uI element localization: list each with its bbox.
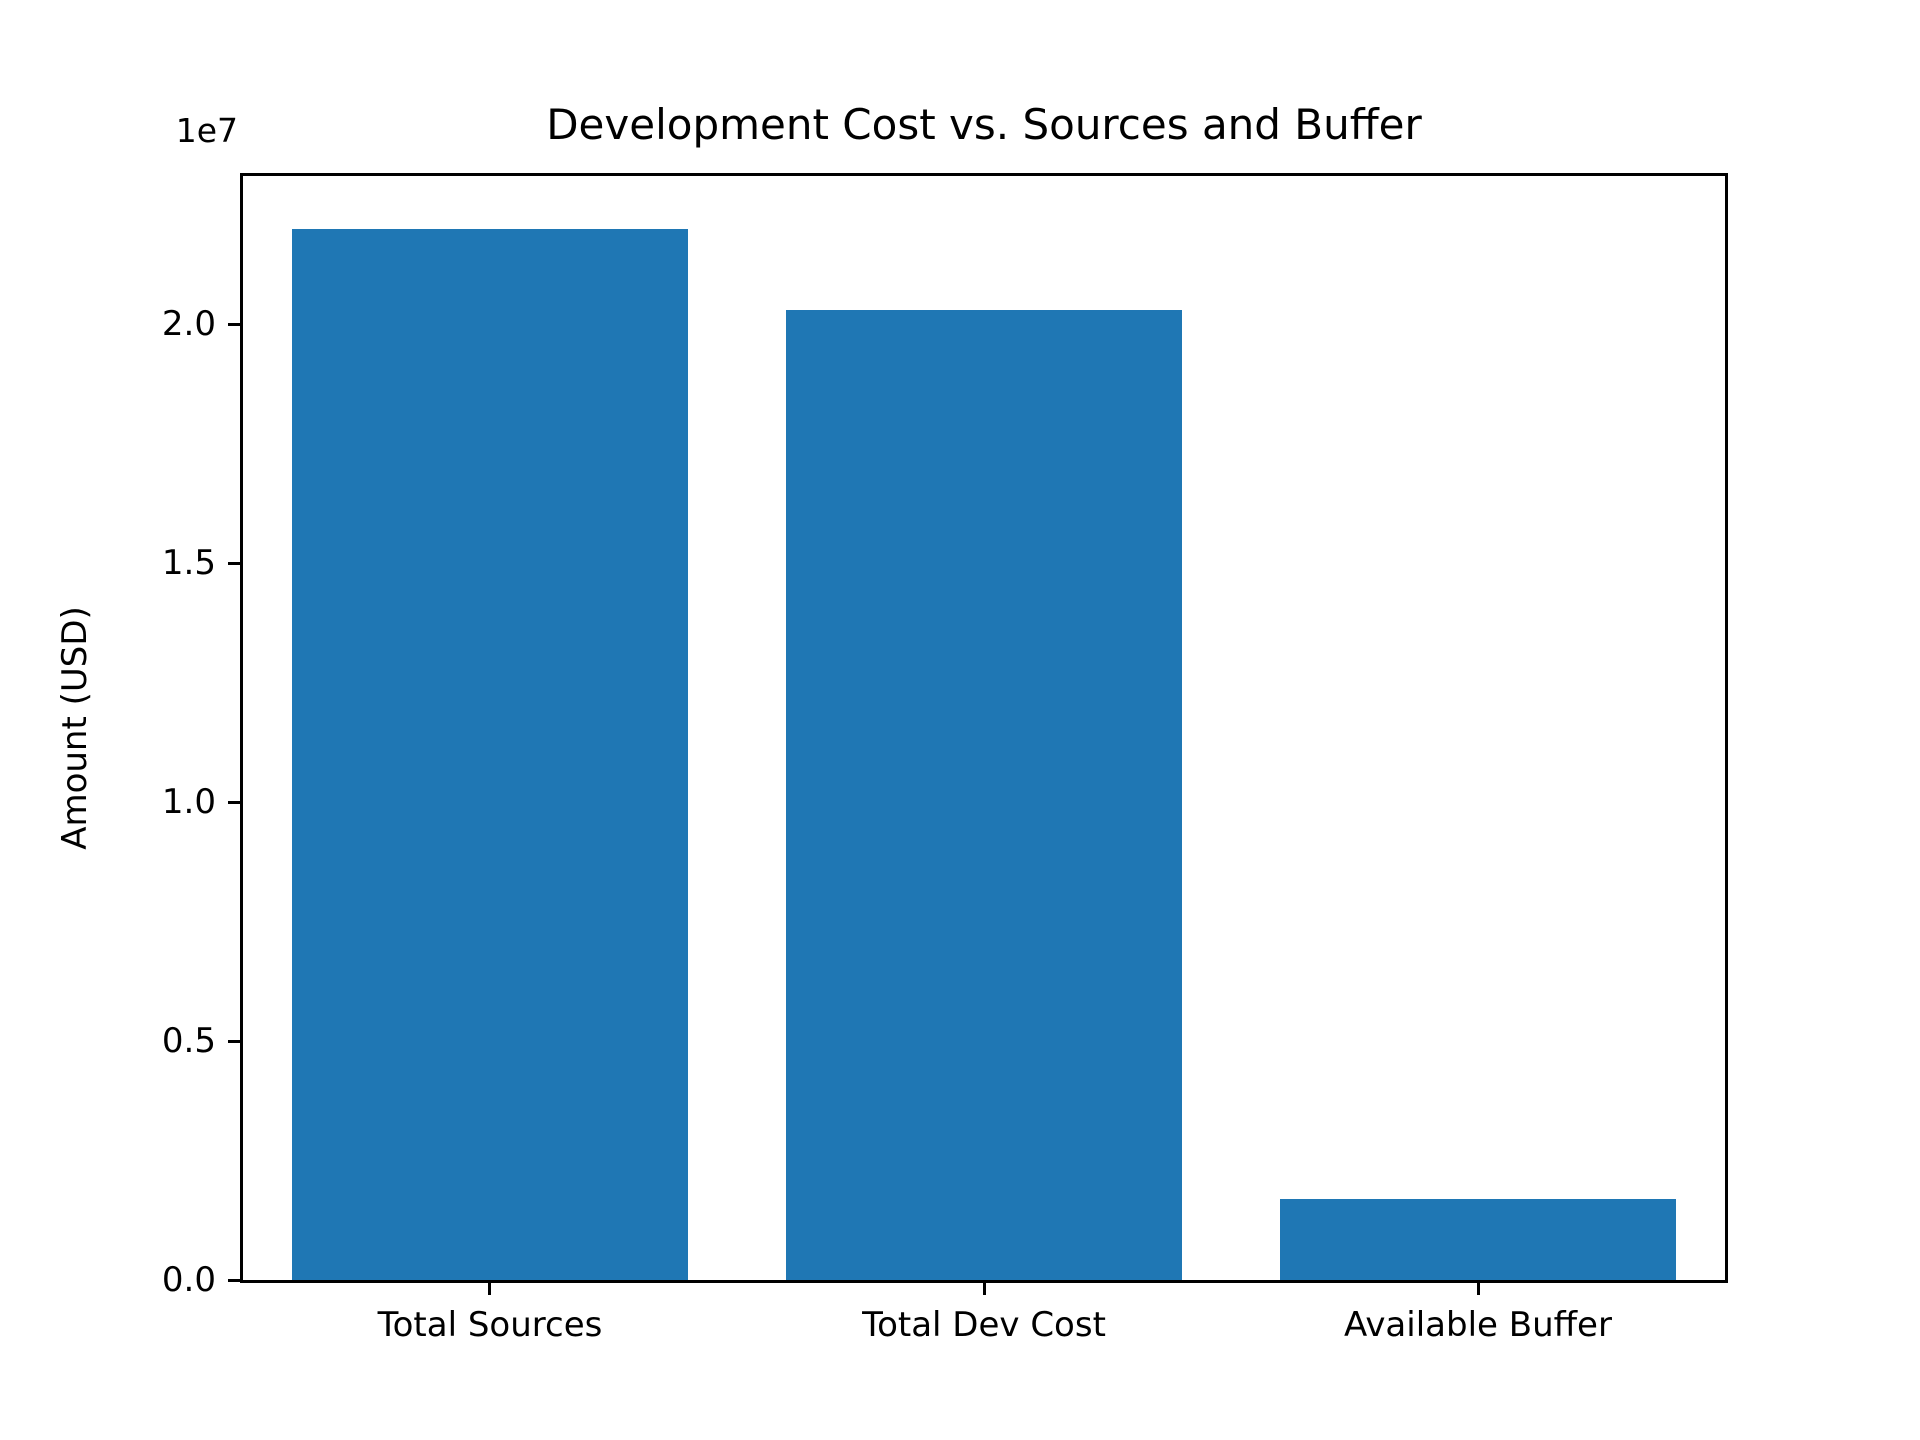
x-tick-label-total-dev-cost: Total Dev Cost bbox=[862, 1305, 1106, 1345]
y-tick-mark bbox=[228, 1278, 240, 1282]
y-tick-label: 0.5 bbox=[161, 1021, 216, 1062]
y-tick-label: 1.0 bbox=[161, 782, 216, 823]
bar-available-buffer bbox=[1280, 1198, 1676, 1280]
x-tick-label-total-sources: Total Sources bbox=[377, 1305, 603, 1345]
x-tick-mark bbox=[1476, 1283, 1480, 1295]
y-tick-mark bbox=[228, 561, 240, 565]
y-tick-label: 1.5 bbox=[161, 543, 216, 584]
y-tick-mark bbox=[228, 800, 240, 804]
x-tick-mark bbox=[488, 1283, 492, 1295]
y-axis-offset-label: 1e7 bbox=[175, 111, 238, 150]
bar-total-dev-cost bbox=[786, 309, 1182, 1280]
y-tick-label: 0.0 bbox=[161, 1260, 216, 1300]
y-tick-label: 2.0 bbox=[161, 304, 216, 345]
x-tick-label-available-buffer: Available Buffer bbox=[1344, 1305, 1612, 1345]
x-tick-mark bbox=[982, 1283, 986, 1295]
y-tick-mark bbox=[228, 322, 240, 326]
axes: 0.0 0.5 1.0 1.5 2.0 Total Sources Total Dev Co… bbox=[162, 173, 1728, 1345]
y-tick-mark bbox=[228, 1039, 240, 1043]
chart-title: Development Cost vs. Sources and Buffer bbox=[546, 100, 1422, 149]
y-axis-label: Amount (USD) bbox=[55, 606, 95, 850]
bar-total-sources bbox=[292, 228, 688, 1280]
